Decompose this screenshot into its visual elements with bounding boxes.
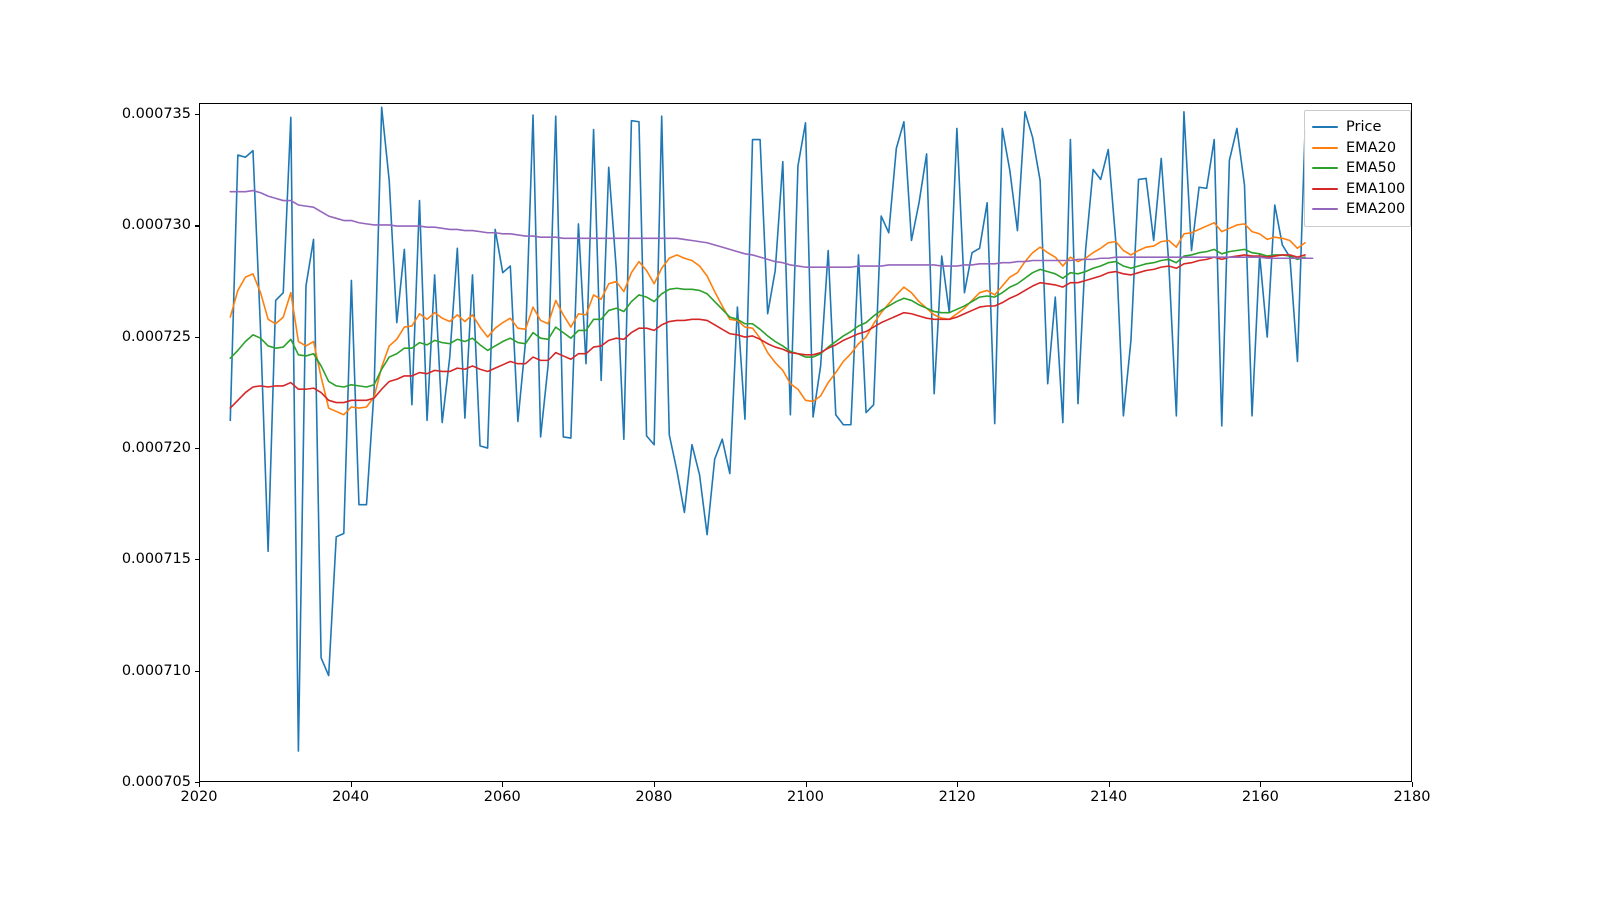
legend-item-ema200: EMA200 — [1312, 199, 1406, 220]
y-tick-label: 0.000715 — [121, 551, 191, 568]
x-tick-label: 2100 — [787, 789, 824, 805]
x-tick-mark — [199, 782, 201, 787]
series-line-ema100 — [229, 254, 1306, 409]
legend-color-swatch — [1312, 146, 1338, 149]
x-tick-mark — [1412, 782, 1414, 787]
legend-label: Price — [1346, 119, 1382, 135]
legend-item-price: Price — [1312, 117, 1402, 138]
x-tick-label: 2140 — [1090, 789, 1128, 805]
y-tick-mark — [194, 225, 199, 227]
legend-label: EMA200 — [1346, 201, 1406, 217]
legend-label: EMA100 — [1346, 180, 1406, 197]
x-tick-mark — [957, 782, 959, 787]
legend-color-swatch — [1312, 187, 1338, 190]
y-tick-label: 0.000705 — [121, 774, 191, 790]
legend-color-swatch — [1312, 208, 1338, 211]
legend-color-swatch — [1312, 126, 1338, 129]
x-tick-mark — [502, 782, 504, 787]
series-line-ema200 — [229, 189, 1314, 268]
y-tick-mark — [194, 670, 199, 672]
legend-label: EMA20 — [1346, 139, 1397, 156]
legend-label: EMA50 — [1346, 160, 1397, 176]
y-tick-label: 0.000710 — [121, 662, 191, 679]
x-tick-mark — [1108, 782, 1110, 787]
y-tick-mark — [194, 336, 199, 338]
x-tick-label: 2060 — [483, 789, 521, 805]
y-tick-mark — [194, 448, 199, 450]
series-line-ema50 — [229, 248, 1306, 388]
y-tick-mark — [194, 782, 199, 784]
plot-axes — [199, 103, 1412, 782]
chart-lines — [229, 106, 1314, 752]
legend-item-ema50: EMA50 — [1312, 158, 1402, 179]
legend-color-swatch — [1312, 167, 1338, 170]
x-tick-label: 2160 — [1241, 789, 1279, 805]
x-tick-mark — [805, 782, 807, 787]
x-tick-mark — [653, 782, 655, 787]
x-tick-label: 2020 — [180, 789, 218, 805]
x-tick-mark — [1260, 782, 1262, 787]
y-tick-label: 0.000725 — [121, 328, 191, 345]
series-line-ema20 — [229, 221, 1306, 416]
y-tick-mark — [194, 559, 199, 561]
x-tick-label: 2040 — [332, 789, 370, 805]
y-tick-label: 0.000730 — [121, 217, 191, 234]
x-tick-label: 2180 — [1393, 789, 1431, 805]
legend-item-ema100: EMA100 — [1312, 179, 1406, 200]
y-tick-label: 0.000720 — [121, 440, 191, 457]
chart-legend: Price EMA20 EMA50 EMA100 EMA200 — [1304, 110, 1411, 227]
x-tick-label: 2080 — [635, 789, 673, 805]
legend-item-ema20: EMA20 — [1312, 138, 1402, 159]
x-tick-label: 2120 — [938, 789, 976, 805]
series-line-price — [229, 106, 1306, 752]
x-tick-mark — [350, 782, 352, 787]
y-tick-label: 0.000735 — [121, 106, 191, 123]
y-tick-mark — [194, 114, 199, 116]
